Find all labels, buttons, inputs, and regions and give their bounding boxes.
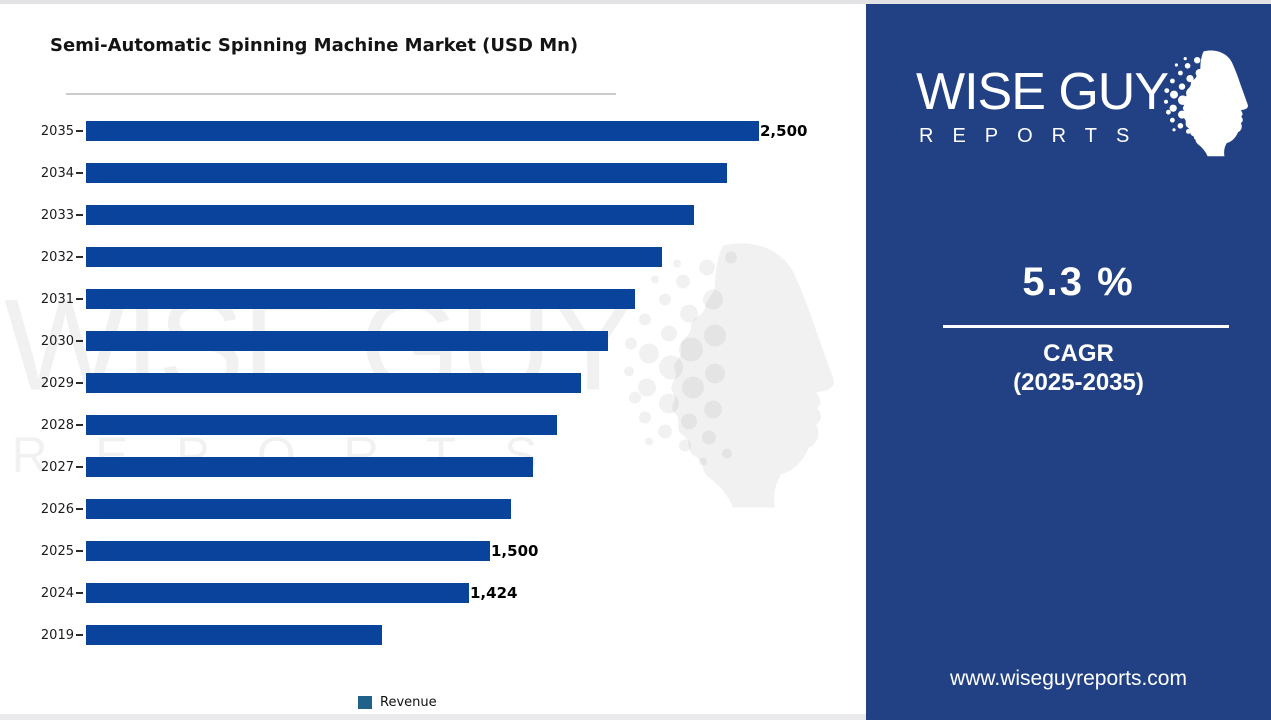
axis-tick: [76, 256, 83, 258]
cagr-divider-line: [943, 325, 1229, 328]
website-url: www.wiseguyreports.com: [950, 667, 1187, 690]
revenue-bar: [86, 121, 759, 141]
title-underline: [66, 93, 616, 95]
logo-text: WISE GUY: [916, 63, 1169, 121]
legend-swatch: [358, 696, 372, 709]
bar-row-2029: 2029: [0, 362, 866, 404]
axis-tick: [76, 634, 83, 636]
axis-tick: [76, 172, 83, 174]
bar-row-2025: 2025 1,500: [0, 530, 866, 572]
axis-tick: [76, 340, 83, 342]
revenue-bar: [86, 499, 511, 519]
bar-value-label: 2,500: [760, 122, 808, 140]
bar-row-2019: 2019: [0, 614, 866, 656]
bar-row-2027: 2027: [0, 446, 866, 488]
axis-tick: [76, 508, 83, 510]
legend-label: Revenue: [380, 695, 437, 710]
wise-guy-logo: WISE GUY REPORTS: [916, 46, 1261, 166]
revenue-bar: [86, 625, 382, 645]
year-tick-label: 2028: [40, 417, 74, 433]
cagr-value: 5.3 %: [1022, 260, 1135, 304]
year-tick-label: 2025: [40, 543, 74, 559]
revenue-bar: [86, 457, 533, 477]
axis-tick: [76, 424, 83, 426]
bar-row-2032: 2032: [0, 236, 866, 278]
bar-row-2031: 2031: [0, 278, 866, 320]
revenue-bar: [86, 163, 727, 183]
year-tick-label: 2032: [40, 249, 74, 265]
year-tick-label: 2026: [40, 501, 74, 517]
revenue-bar: [86, 247, 662, 267]
chart-panel: WISE GUY REPORTS Semi-Automatic Spinning…: [0, 4, 866, 720]
axis-tick: [76, 214, 83, 216]
year-tick-label: 2033: [40, 207, 74, 223]
year-tick-label: 2034: [40, 165, 74, 181]
bottom-divider-strip: [0, 714, 866, 720]
logo-reports-text: REPORTS: [919, 125, 1149, 147]
bar-row-2033: 2033: [0, 194, 866, 236]
year-tick-label: 2027: [40, 459, 74, 475]
year-tick-label: 2019: [40, 627, 74, 643]
bar-value-label: 1,424: [470, 584, 518, 602]
top-divider-strip: [0, 0, 1271, 4]
chart-legend: Revenue: [358, 695, 437, 710]
revenue-bar: [86, 415, 557, 435]
bar-value-label: 1,500: [491, 542, 539, 560]
bar-row-2026: 2026: [0, 488, 866, 530]
bar-row-2024: 2024 1,424: [0, 572, 866, 614]
year-tick-label: 2029: [40, 375, 74, 391]
axis-tick: [76, 130, 83, 132]
revenue-bar: [86, 205, 694, 225]
revenue-bar: [86, 541, 490, 561]
axis-tick: [76, 466, 83, 468]
revenue-bar: [86, 373, 581, 393]
cagr-range: (2025-2035): [1013, 369, 1144, 396]
bar-row-2028: 2028: [0, 404, 866, 446]
axis-tick: [76, 550, 83, 552]
chart-title: Semi-Automatic Spinning Machine Market (…: [50, 35, 579, 56]
year-tick-label: 2030: [40, 333, 74, 349]
axis-tick: [76, 592, 83, 594]
revenue-bar: [86, 583, 469, 603]
cagr-label: CAGR: [1043, 340, 1114, 367]
axis-tick: [76, 382, 83, 384]
bar-chart: 2035 2,500 2034 2033 2032 2031 2030 2029 2028 202…: [0, 110, 866, 656]
brand-panel: WISE GUY REPORTS 5.3 % CAGR (2025-2035) …: [866, 4, 1271, 720]
year-tick-label: 2031: [40, 291, 74, 307]
year-tick-label: 2024: [40, 585, 74, 601]
revenue-bar: [86, 331, 608, 351]
axis-tick: [76, 298, 83, 300]
year-tick-label: 2035: [40, 123, 74, 139]
bar-row-2030: 2030: [0, 320, 866, 362]
bar-row-2034: 2034: [0, 152, 866, 194]
brain-face-icon: [1162, 46, 1250, 160]
revenue-bar: [86, 289, 635, 309]
bar-row-2035: 2035 2,500: [0, 110, 866, 152]
